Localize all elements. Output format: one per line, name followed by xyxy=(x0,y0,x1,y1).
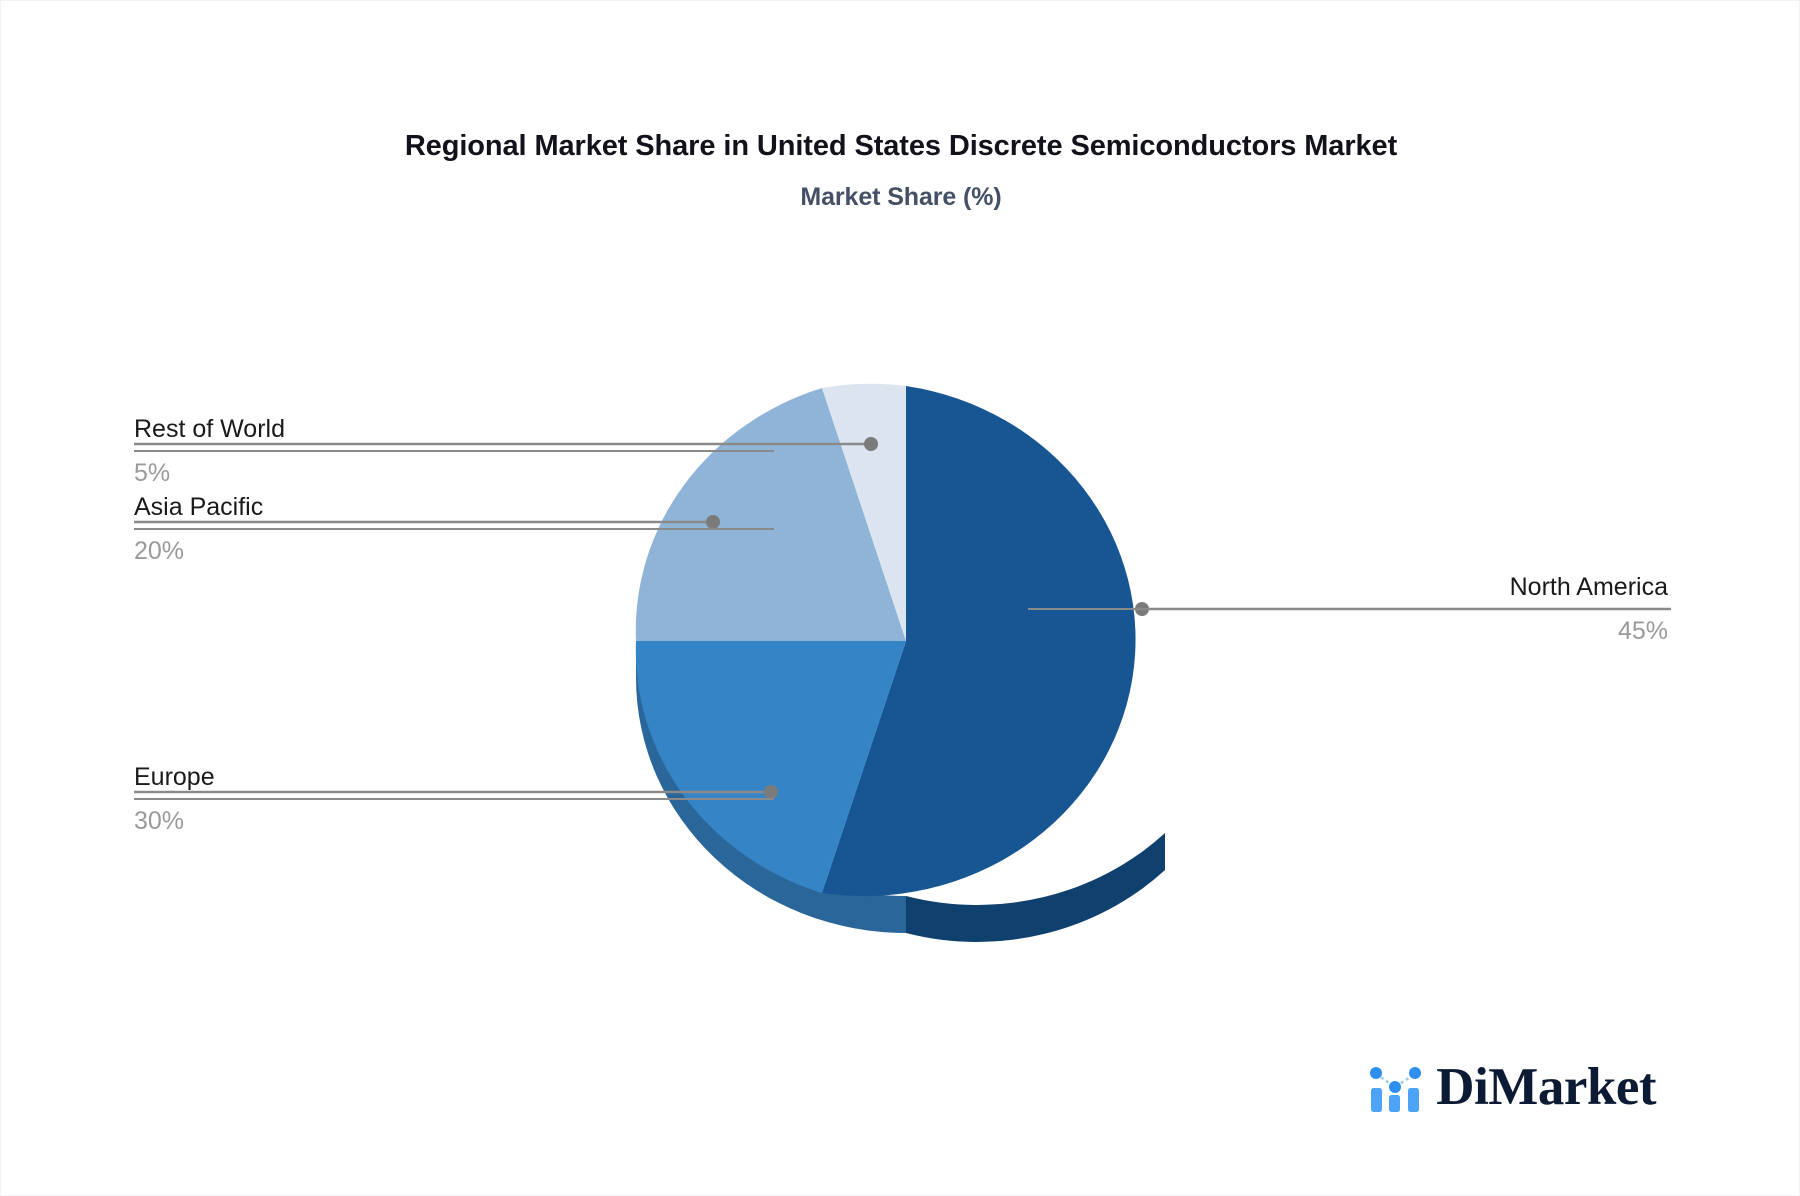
chart-subtitle: Market Share (%) xyxy=(800,182,1002,211)
callout-europe: Europe 30% xyxy=(134,763,774,836)
title-block: Regional Market Share in United States D… xyxy=(1,129,1799,212)
bar-chart-icon-dot-middle xyxy=(1389,1080,1402,1093)
callout-rule-rest-of-world xyxy=(134,449,774,452)
callout-value-europe: 30% xyxy=(134,806,185,835)
callout-label-asia-pacific: Asia Pacific xyxy=(134,493,264,521)
bar-chart-icon-dot-left xyxy=(1370,1066,1383,1079)
callout-asia-pacific: Asia Pacific 20% xyxy=(134,493,774,566)
bar-chart-icon-connector xyxy=(1375,1072,1416,1089)
callout-rule-north-america xyxy=(1028,607,1668,610)
callout-value-rest-of-world: 5% xyxy=(134,458,171,487)
brand-logo: DiMarket xyxy=(1368,1061,1656,1114)
bar-chart-icon-bar-2 xyxy=(1389,1094,1401,1112)
callout-rule-europe xyxy=(134,797,774,800)
callout-label-north-america: North America xyxy=(1509,573,1668,601)
callout-rule-asia-pacific xyxy=(134,527,774,530)
bar-chart-icon-bar-3 xyxy=(1408,1087,1420,1112)
bar-chart-icon xyxy=(1370,1066,1422,1112)
callout-rest-of-world: Rest of World 5% xyxy=(134,415,774,488)
callout-label-rest-of-world: Rest of World xyxy=(134,415,285,443)
page-title: Regional Market Share in United States D… xyxy=(404,130,1398,162)
leader-dot-rest-of-world xyxy=(864,437,878,451)
brand-name: DiMarket xyxy=(1436,1058,1656,1116)
pie-depth-north-america xyxy=(906,833,1165,942)
callout-north-america: North America 45% xyxy=(1028,573,1668,646)
callout-value-asia-pacific: 20% xyxy=(134,536,185,565)
pie-slice-rest-of-world xyxy=(822,383,906,641)
callout-value-north-america: 45% xyxy=(1617,616,1668,645)
bar-chart-icon-dot-right xyxy=(1409,1066,1422,1079)
callout-label-europe: Europe xyxy=(134,763,215,791)
bar-chart-icon-bar-1 xyxy=(1371,1087,1383,1112)
